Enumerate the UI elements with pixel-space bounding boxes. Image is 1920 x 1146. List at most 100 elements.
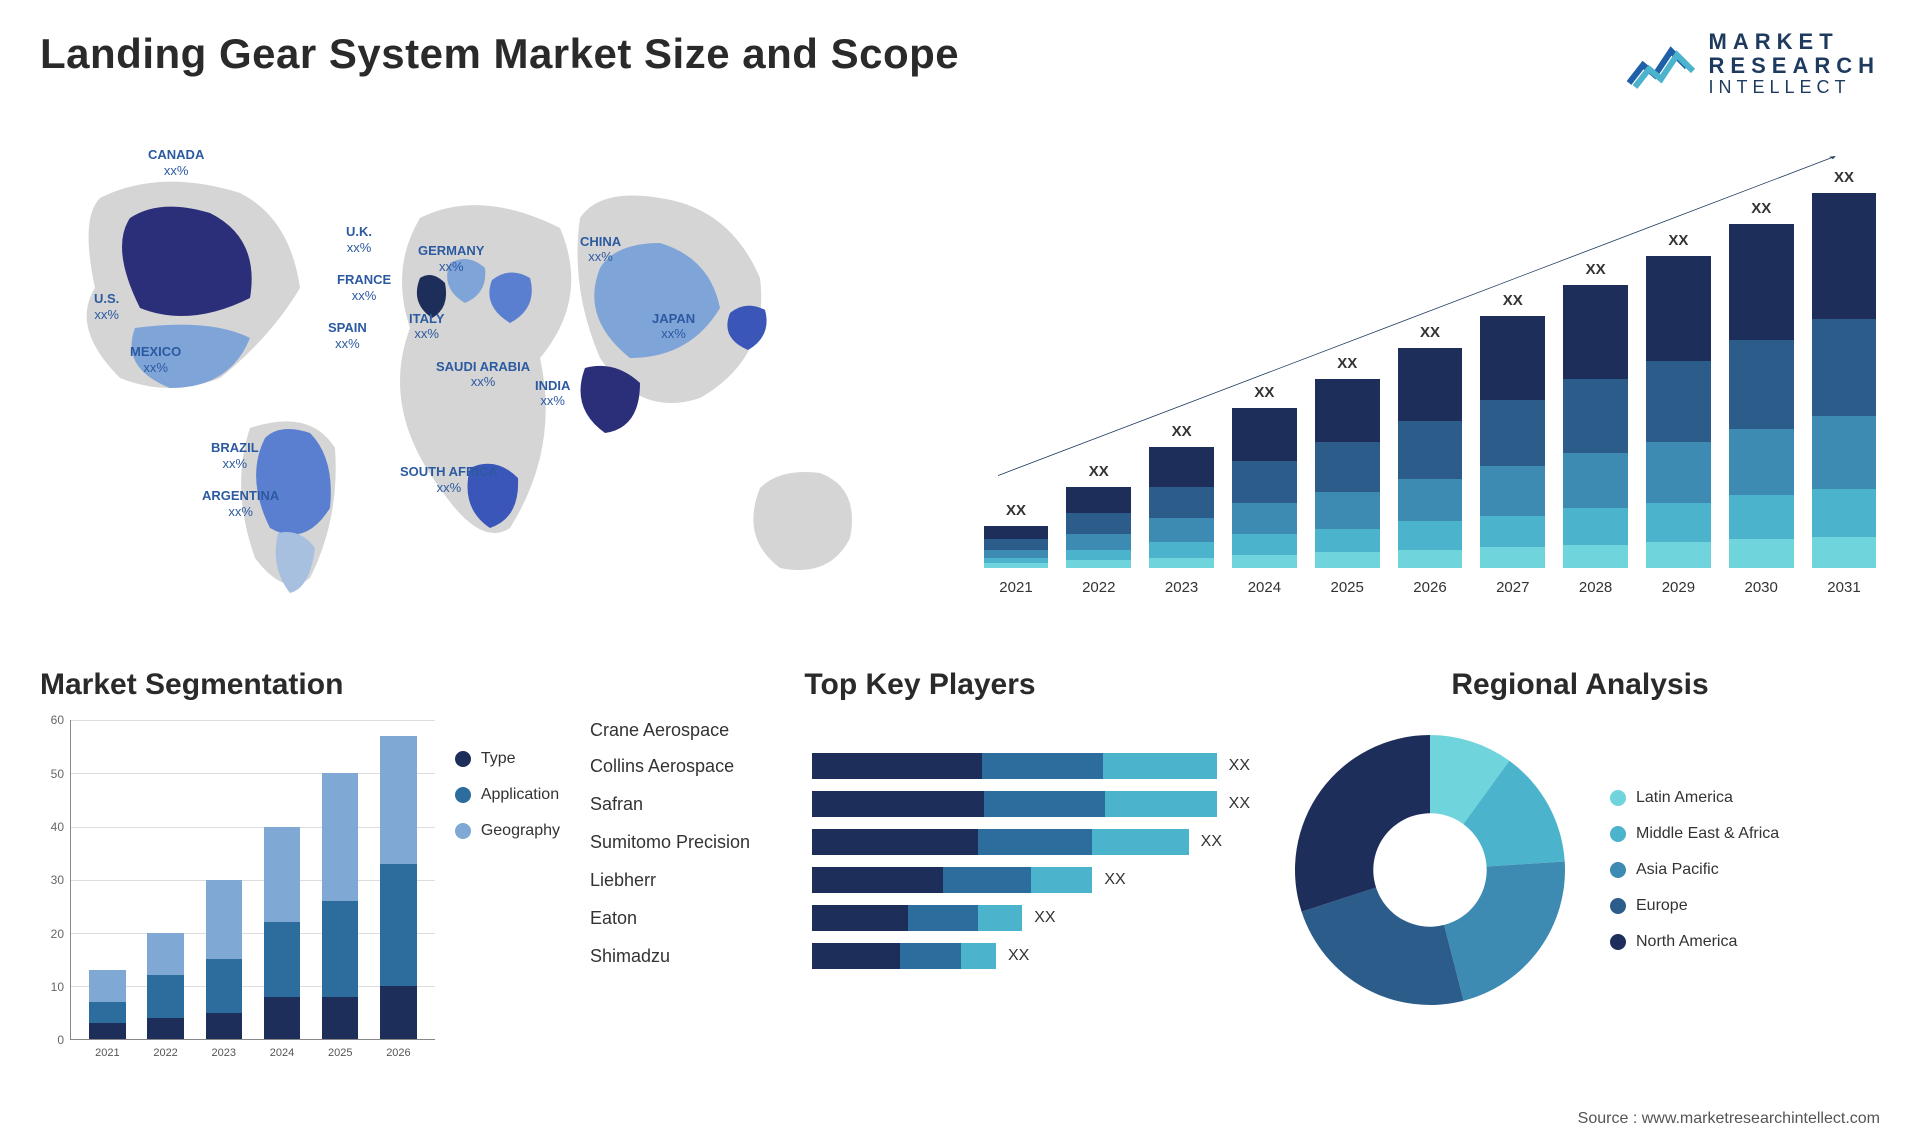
- seg-bar-segment: [380, 736, 416, 864]
- segmentation-title: Market Segmentation: [40, 668, 560, 702]
- legend-dot: [455, 787, 471, 803]
- kp-row: EatonXX: [590, 905, 1250, 931]
- seg-ytick: 0: [57, 1033, 64, 1047]
- kp-bar-wrap: XX: [812, 905, 1250, 931]
- main-bar-toplabel: XX: [984, 502, 1049, 519]
- legend-dot: [1610, 826, 1626, 842]
- main-bar-segment: [1729, 340, 1794, 429]
- main-bar-xlabel: 2030: [1729, 579, 1794, 596]
- legend-dot: [1610, 898, 1626, 914]
- main-bar-segment: [1646, 442, 1711, 502]
- main-bar-segment: [1149, 518, 1214, 542]
- main-bar-segment: [1646, 503, 1711, 542]
- main-bar-toplabel: XX: [1232, 384, 1297, 401]
- seg-ytick: 50: [51, 767, 64, 781]
- main-bar-segment: [1066, 534, 1131, 550]
- main-bar-segment: [1398, 348, 1463, 421]
- main-bar: 2024XX: [1232, 408, 1297, 568]
- main-bar-segment: [1480, 466, 1545, 516]
- regional-title: Regional Analysis: [1280, 668, 1880, 702]
- main-bar-segment: [1066, 513, 1131, 534]
- main-bar-segment: [1729, 224, 1794, 340]
- map-label: SOUTH AFRICAxx%: [400, 464, 498, 495]
- main-bar-segment: [1232, 503, 1297, 535]
- seg-bar-segment: [380, 986, 416, 1039]
- main-bar-segment: [1563, 453, 1628, 508]
- main-bar-segment: [1066, 560, 1131, 568]
- main-bars-panel: 2021XX2022XX2023XX2024XX2025XX2026XX2027…: [980, 128, 1880, 608]
- map-label: JAPANxx%: [652, 311, 695, 342]
- main-bar-toplabel: XX: [1398, 324, 1463, 341]
- kp-bar-segment: [943, 867, 1031, 893]
- seg-bar-segment: [89, 1023, 125, 1039]
- seg-bar-segment: [89, 970, 125, 1002]
- main-bar-segment: [1398, 479, 1463, 521]
- seg-bar: 2022: [147, 933, 183, 1039]
- kp-value: XX: [1104, 871, 1125, 889]
- page-title: Landing Gear System Market Size and Scop…: [40, 30, 959, 78]
- kp-bar-segment: [900, 943, 961, 969]
- seg-bar-segment: [147, 1018, 183, 1039]
- main-bar-segment: [1315, 492, 1380, 529]
- seg-bar-segment: [322, 997, 358, 1040]
- kp-bar: [812, 829, 1189, 855]
- legend-label: Application: [481, 786, 559, 804]
- logo-line3: INTELLECT: [1709, 78, 1880, 98]
- main-bar-segment: [984, 539, 1049, 550]
- legend-label: Asia Pacific: [1636, 861, 1719, 879]
- main-bar-segment: [1729, 539, 1794, 568]
- map-label: BRAZILxx%: [211, 440, 259, 471]
- seg-bar-segment: [147, 975, 183, 1018]
- segmentation-legend: Type Application Geography: [455, 720, 560, 1040]
- legend-label: Type: [481, 750, 516, 768]
- main-bar-segment: [1480, 516, 1545, 548]
- main-bar-segment: [1563, 545, 1628, 569]
- main-bar-segment: [1812, 537, 1877, 569]
- main-bar-xlabel: 2026: [1398, 579, 1463, 596]
- legend-label: Geography: [481, 822, 560, 840]
- kp-value: XX: [1201, 833, 1222, 851]
- seg-ytick: 40: [51, 820, 64, 834]
- seg-bar-segment: [264, 827, 300, 923]
- regional-legend-item: Europe: [1610, 897, 1779, 915]
- main-bar-segment: [1563, 285, 1628, 380]
- regional-legend-item: Asia Pacific: [1610, 861, 1779, 879]
- kp-bar-segment: [812, 829, 978, 855]
- kp-label: Collins Aerospace: [590, 756, 800, 777]
- main-bar-toplabel: XX: [1563, 261, 1628, 278]
- main-bar-xlabel: 2028: [1563, 579, 1628, 596]
- main-bar-xlabel: 2023: [1149, 579, 1214, 596]
- segmentation-panel: Market Segmentation 0102030405060 202120…: [40, 668, 560, 1098]
- main-bar-segment: [1066, 487, 1131, 513]
- main-bar: 2025XX: [1315, 379, 1380, 568]
- main-bar-xlabel: 2027: [1480, 579, 1545, 596]
- main-bar-segment: [1149, 542, 1214, 558]
- main-bar-segment: [1480, 400, 1545, 466]
- map-label: U.K.xx%: [346, 224, 372, 255]
- main-bar-toplabel: XX: [1480, 292, 1545, 309]
- main-bar-xlabel: 2021: [984, 579, 1049, 596]
- main-bar-segment: [1232, 534, 1297, 555]
- seg-bar-segment: [264, 922, 300, 996]
- kp-bar-wrap: XX: [812, 753, 1250, 779]
- kp-bar: [812, 753, 1217, 779]
- seg-bar-segment: [322, 773, 358, 901]
- donut-slice: [1302, 888, 1464, 1005]
- main-bar: 2021XX: [984, 526, 1049, 568]
- seg-ytick: 60: [51, 713, 64, 727]
- regional-legend-item: Latin America: [1610, 789, 1779, 807]
- world-map-panel: CANADAxx%U.S.xx%MEXICOxx%BRAZILxx%ARGENT…: [40, 128, 940, 608]
- logo-line2: RESEARCH: [1709, 54, 1880, 78]
- legend-label: North America: [1636, 933, 1737, 951]
- kp-value: XX: [1229, 757, 1250, 775]
- kp-bar-segment: [812, 753, 982, 779]
- legend-dot: [455, 751, 471, 767]
- key-players-panel: Top Key Players Crane AerospaceCollins A…: [590, 668, 1250, 1098]
- main-bar-toplabel: XX: [1066, 463, 1131, 480]
- main-bar: 2029XX: [1646, 256, 1711, 568]
- main-bar-segment: [1398, 421, 1463, 479]
- seg-bar-segment: [322, 901, 358, 997]
- key-players-list: Crane AerospaceCollins AerospaceXXSafran…: [590, 720, 1250, 969]
- kp-row: Crane Aerospace: [590, 720, 1250, 741]
- legend-label: Latin America: [1636, 789, 1733, 807]
